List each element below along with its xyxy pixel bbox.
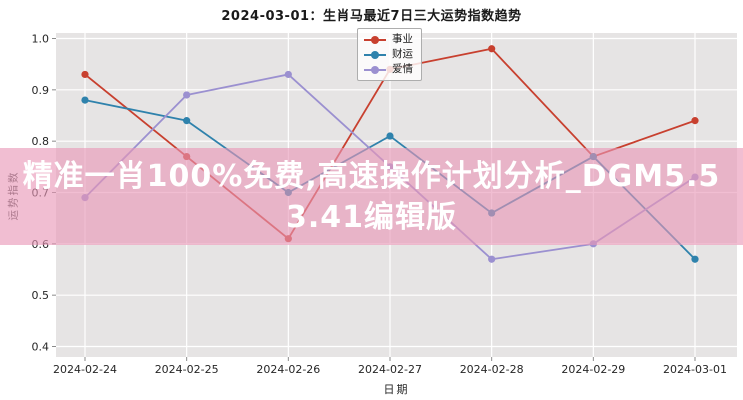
legend-item: 爱情	[364, 63, 413, 76]
legend-item: 财运	[364, 48, 413, 61]
chart-title: 2024-03-01：生肖马最近7日三大运势指数趋势	[221, 9, 522, 24]
chart-legend: 事业 财运 爱情	[357, 28, 422, 81]
x-axis-label: 日期	[383, 383, 410, 396]
legend-label: 财运	[392, 48, 413, 60]
data-point-财运	[81, 96, 89, 104]
legend-line-dot-icon	[364, 50, 386, 59]
legend-dot	[371, 35, 379, 44]
y-tick-label: 0.8	[32, 135, 50, 148]
legend-label: 爱情	[392, 63, 413, 75]
x-tick-label: 2024-02-29	[561, 363, 625, 376]
legend-dot	[371, 65, 379, 74]
data-point-事业	[691, 117, 699, 125]
y-tick-label: 0.9	[32, 84, 50, 97]
y-tick-label: 0.4	[32, 340, 50, 353]
x-tick-label: 2024-03-01	[663, 363, 727, 376]
x-tick-label: 2024-02-28	[460, 363, 524, 376]
legend-line-dot-icon	[364, 65, 386, 74]
data-point-事业	[488, 45, 496, 53]
legend-dot	[371, 50, 379, 59]
legend-line-dot-icon	[364, 35, 386, 44]
data-point-爱情	[284, 70, 292, 79]
data-point-财运	[691, 255, 699, 263]
data-point-爱情	[488, 255, 496, 263]
data-point-财运	[183, 117, 191, 125]
x-tick-label: 2024-02-25	[155, 363, 219, 376]
legend-item: 事业	[364, 33, 413, 46]
data-point-爱情	[183, 91, 191, 99]
watermark-overlay: 精准一肖100%免费,高速操作计划分析_DGM5.5 3.41编辑版	[0, 148, 743, 245]
data-point-财运	[386, 132, 394, 140]
data-point-事业	[81, 70, 89, 79]
y-tick-label: 1.0	[32, 33, 50, 46]
y-tick-label: 0.5	[32, 289, 50, 302]
x-tick-label: 2024-02-27	[358, 363, 422, 376]
x-tick-label: 2024-02-24	[53, 363, 117, 376]
x-tick-label: 2024-02-26	[256, 363, 320, 376]
watermark-text-line2: 3.41编辑版	[285, 199, 458, 235]
watermark-text-line1: 精准一肖100%免费,高速操作计划分析_DGM5.5	[22, 158, 721, 194]
legend-label: 事业	[392, 33, 413, 45]
